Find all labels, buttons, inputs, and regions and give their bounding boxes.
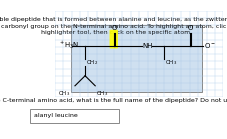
Text: $\mathregular{^+H_3N}$: $\mathregular{^+H_3N}$ <box>58 40 79 51</box>
Text: If alanine is the C-terminal amino acid, what is the full name of the dipeptide?: If alanine is the C-terminal amino acid,… <box>0 98 227 103</box>
Text: O: O <box>111 25 117 31</box>
Text: $\mathregular{CH_3}$: $\mathregular{CH_3}$ <box>57 89 70 98</box>
Text: O: O <box>187 25 192 31</box>
Text: $\mathregular{CH_3}$: $\mathregular{CH_3}$ <box>165 59 177 67</box>
Text: $\mathregular{CH_3}$: $\mathregular{CH_3}$ <box>96 89 108 98</box>
FancyBboxPatch shape <box>109 30 118 49</box>
Text: alanyl leucine: alanyl leucine <box>34 113 77 118</box>
Bar <box>71 25 201 92</box>
Text: NH: NH <box>142 43 152 49</box>
Text: Draw one possible dipeptide that is formed between alanine and leucine, as the z: Draw one possible dipeptide that is form… <box>0 17 227 35</box>
Text: $\mathregular{CH_2}$: $\mathregular{CH_2}$ <box>86 58 98 67</box>
Bar <box>30 109 118 123</box>
Text: $\mathregular{O^-}$: $\mathregular{O^-}$ <box>203 41 215 50</box>
